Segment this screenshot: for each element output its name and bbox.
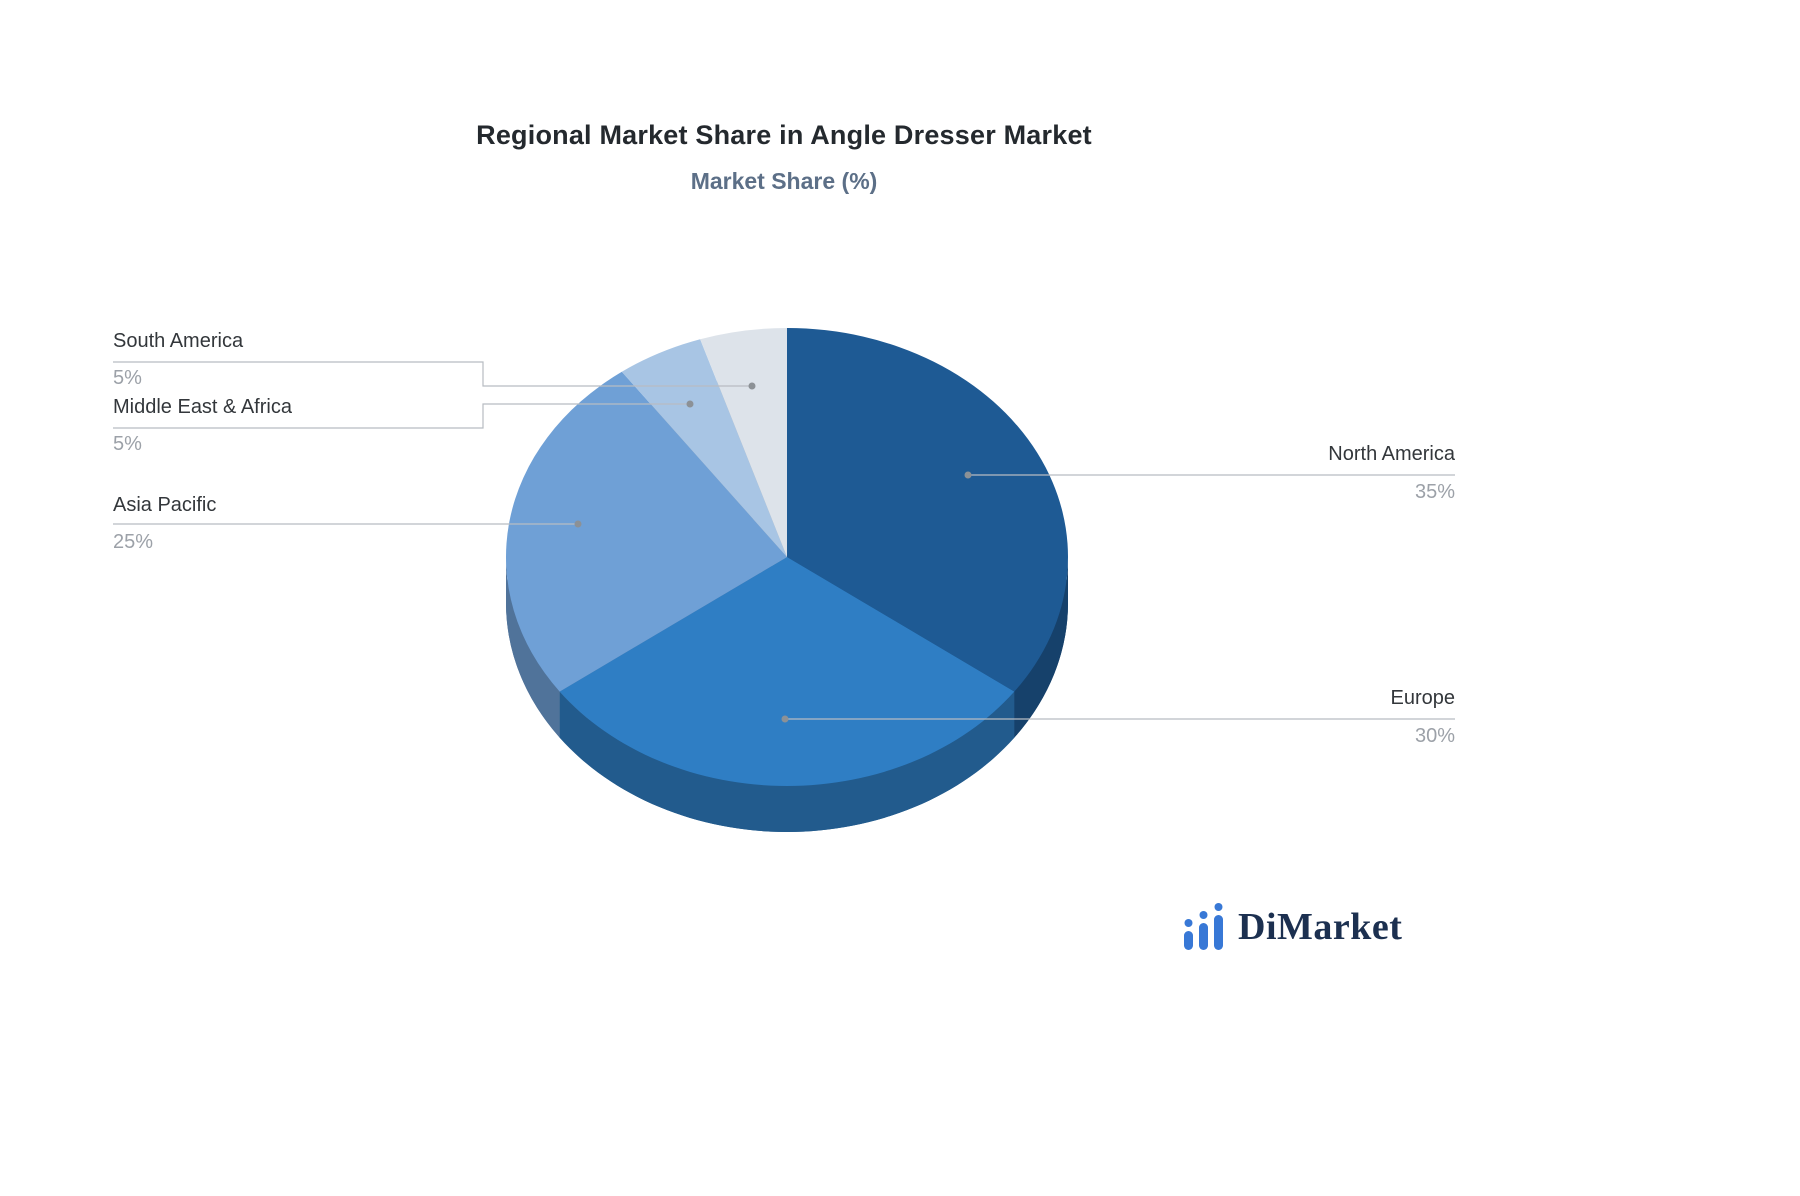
pie-slice-middle-east-africa[interactable] (621, 339, 787, 557)
pie-slice-side (559, 691, 1015, 832)
leader-dot-europe (781, 715, 789, 723)
label-middle-east-africa: Middle East & Africa (113, 396, 292, 418)
chart-subtitle: Market Share (%) (690, 168, 878, 194)
pie-slice-europe[interactable] (559, 557, 1015, 787)
leader-dot-south-america (748, 382, 756, 390)
dimarket-logo-icon (1184, 903, 1223, 950)
leader-line-south-america (113, 361, 752, 387)
pie-slice-side (506, 557, 560, 738)
pie-slice-asia-pacific[interactable] (505, 371, 787, 692)
label-south-america: South America (113, 330, 244, 352)
dimarket-logo-text: DiMarket (1238, 906, 1403, 948)
value-middle-east-africa: 5% (113, 433, 142, 455)
leader-dot-middle-east-africa (686, 400, 694, 408)
value-south-america: 5% (113, 367, 142, 389)
value-north-america: 35% (1414, 481, 1455, 503)
pie-slice-north-america[interactable] (787, 328, 1069, 692)
label-asia-pacific: Asia Pacific (113, 494, 217, 516)
value-europe: 30% (1414, 725, 1455, 747)
leader-dot-asia-pacific (574, 520, 582, 528)
value-asia-pacific: 25% (113, 531, 154, 553)
label-north-america: North America (1328, 443, 1455, 465)
leader-line-middle-east-africa (113, 403, 690, 429)
pie-slice-south-america[interactable] (700, 328, 787, 557)
label-europe: Europe (1390, 687, 1456, 709)
leader-dot-north-america (964, 471, 972, 479)
pie-slice-side (1014, 557, 1068, 738)
chart-title: Regional Market Share in Angle Dresser M… (476, 120, 1092, 150)
dimarket-logo: DiMarket (1183, 903, 1402, 951)
